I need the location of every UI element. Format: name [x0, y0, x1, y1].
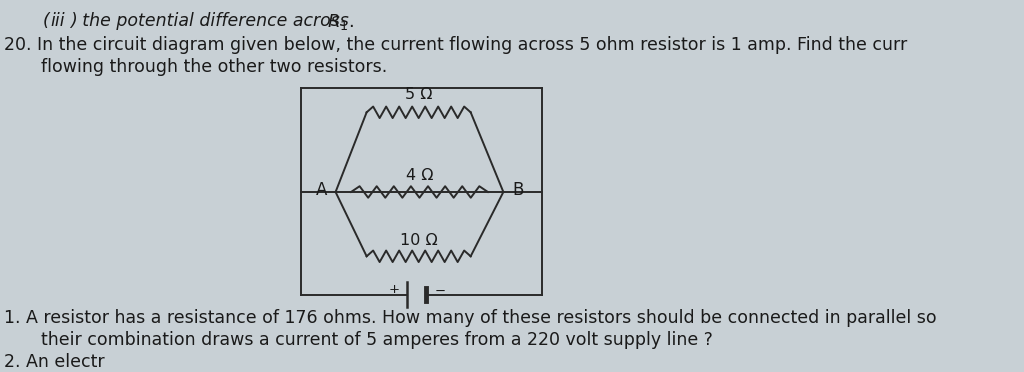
Text: A: A	[315, 181, 327, 199]
Text: $R_1$.: $R_1$.	[327, 12, 353, 32]
Text: 20. In the circuit diagram given below, the current flowing across 5 ohm resisto: 20. In the circuit diagram given below, …	[4, 35, 907, 54]
Text: 4 Ω: 4 Ω	[406, 169, 433, 183]
Text: −: −	[435, 285, 446, 298]
Text: 5 Ω: 5 Ω	[404, 87, 432, 102]
Text: their combination draws a current of 5 amperes from a 220 volt supply line ?: their combination draws a current of 5 a…	[41, 331, 713, 349]
Text: +: +	[388, 283, 399, 296]
Text: iii: iii	[50, 12, 65, 29]
Text: 10 Ω: 10 Ω	[399, 232, 437, 248]
Text: (: (	[43, 12, 50, 29]
Text: 2. An electr: 2. An electr	[4, 353, 104, 371]
Text: flowing through the other two resistors.: flowing through the other two resistors.	[41, 58, 387, 76]
Text: B: B	[512, 181, 523, 199]
Text: ) the potential difference across: ) the potential difference across	[71, 12, 354, 29]
Text: 1. A resistor has a resistance of 176 ohms. How many of these resistors should b: 1. A resistor has a resistance of 176 oh…	[4, 309, 937, 327]
